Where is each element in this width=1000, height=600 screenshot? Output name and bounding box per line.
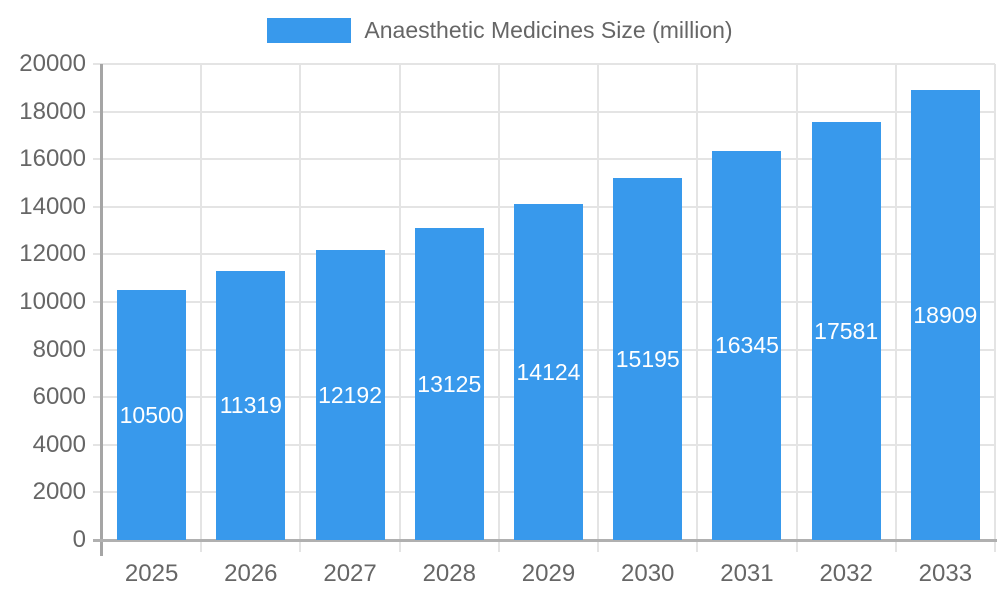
x-tick-label: 2030: [621, 560, 675, 587]
h-gridline: [102, 158, 995, 161]
v-gridline: [795, 64, 798, 552]
y-tick-label: 16000: [19, 145, 86, 173]
bar[interactable]: 11319: [216, 270, 286, 540]
x-tick-label: 2032: [819, 560, 873, 587]
v-gridline: [894, 64, 897, 552]
bar[interactable]: 14124: [514, 203, 583, 540]
bar[interactable]: 17581: [811, 121, 881, 540]
bar[interactable]: 12192: [315, 249, 385, 540]
y-tick-mark: [93, 491, 102, 494]
bar-value-label: 13125: [417, 370, 482, 397]
bar-value-label: 11319: [219, 392, 282, 419]
y-tick-mark: [93, 158, 102, 161]
y-tick-label: 4000: [32, 430, 86, 458]
y-axis-line: [100, 64, 103, 556]
y-tick-mark: [93, 443, 102, 446]
v-gridline: [200, 64, 203, 552]
y-tick-mark: [93, 253, 102, 256]
v-gridline: [994, 64, 996, 552]
h-gridline: [102, 110, 995, 113]
v-gridline: [299, 64, 302, 552]
y-tick-label: 14000: [19, 192, 86, 220]
bar-value-label: 18909: [913, 301, 978, 328]
y-tick-mark: [93, 110, 102, 113]
bar[interactable]: 10500: [117, 290, 187, 540]
bar-value-label: 17581: [814, 317, 879, 344]
y-tick-mark: [93, 205, 102, 208]
y-tick-label: 6000: [32, 383, 86, 411]
x-tick-label: 2025: [124, 560, 179, 587]
x-tick-label: 2028: [422, 560, 476, 587]
x-tick-label: 2029: [521, 560, 576, 587]
y-tick-label: 0: [72, 526, 86, 553]
x-axis-line: [93, 539, 997, 542]
bar[interactable]: 18909: [910, 89, 980, 540]
y-tick-label: 12000: [19, 240, 86, 268]
bar-value-label: 14124: [516, 358, 581, 385]
x-tick-label: 2026: [224, 560, 278, 587]
y-tick-label: 10000: [19, 288, 86, 315]
v-gridline: [497, 64, 500, 552]
legend-label: Anaesthetic Medicines Size (million): [364, 17, 733, 43]
y-tick-mark: [93, 301, 102, 303]
x-tick-label: 2033: [918, 560, 973, 587]
h-gridline: [102, 63, 995, 65]
v-gridline: [696, 64, 699, 552]
bar-value-label: 10500: [119, 402, 184, 429]
y-tick-mark: [93, 396, 102, 399]
bar[interactable]: 15195: [613, 178, 683, 540]
y-tick-label: 20000: [19, 50, 86, 77]
bar-value-label: 16345: [714, 332, 779, 359]
bar[interactable]: 16345: [712, 150, 782, 540]
bar-value-label: 12192: [318, 381, 383, 408]
y-tick-label: 2000: [32, 478, 86, 506]
bar[interactable]: 13125: [414, 227, 484, 540]
y-tick-mark: [93, 63, 102, 65]
bar-value-label: 15195: [615, 346, 680, 373]
v-gridline: [597, 64, 600, 552]
x-tick-label: 2027: [323, 560, 377, 587]
legend-item[interactable]: Anaesthetic Medicines Size (million): [0, 16, 1000, 44]
legend-swatch-icon: [267, 17, 352, 43]
y-tick-label: 18000: [19, 97, 86, 125]
y-tick-mark: [93, 348, 102, 351]
y-tick-label: 8000: [32, 335, 86, 363]
v-gridline: [398, 64, 401, 552]
x-tick-label: 2031: [720, 560, 774, 587]
